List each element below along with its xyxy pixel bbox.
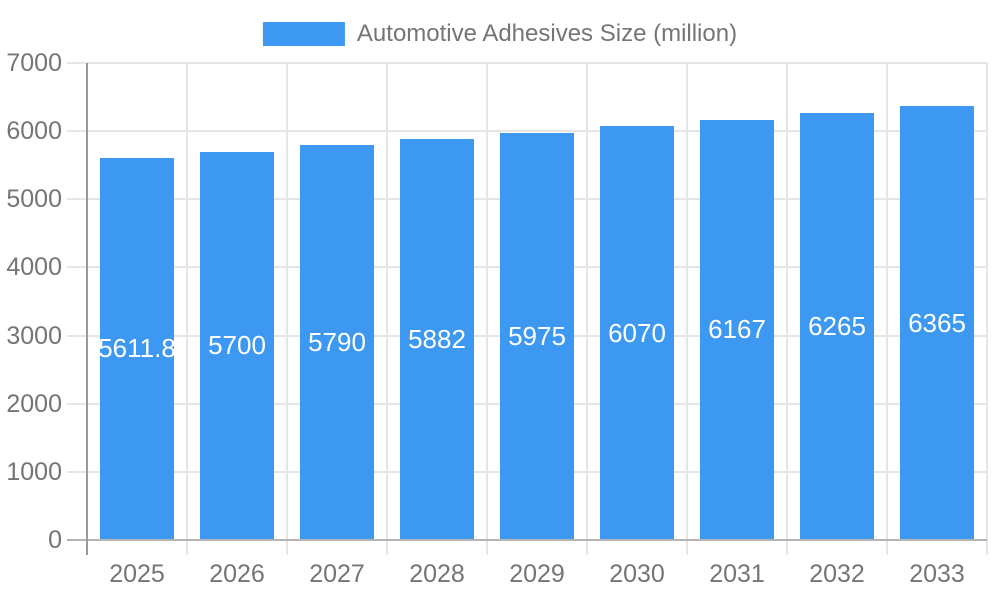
y-axis-tick-label: 6000 [6,117,62,146]
x-axis-tick-label: 2033 [909,560,965,588]
x-axis-tick-label: 2029 [509,560,565,588]
bar[interactable]: 5790 [300,145,374,540]
gridline-horizontal [67,130,987,133]
bar[interactable]: 6070 [600,126,674,540]
y-axis-tick-label: 0 [48,526,62,554]
bar[interactable]: 5882 [400,139,474,540]
gridline-vertical [386,63,388,555]
y-axis-tick-label: 3000 [6,321,62,350]
bar-value-label: 6265 [808,311,866,342]
x-axis: 2025 2026 2027 2028 2029 2030 2031 2032 2033 [87,558,987,598]
bar[interactable]: 6265 [800,113,874,540]
bar[interactable]: 6365 [900,106,974,540]
legend: Automotive Adhesives Size (million) [262,20,738,48]
bar-value-label: 6365 [908,307,966,338]
y-axis-tick-label: 5000 [6,185,62,214]
y-axis-tick-label: 4000 [6,253,62,282]
bar-value-label: 6070 [608,317,666,348]
gridline-vertical [886,63,888,555]
bar-value-label: 5790 [308,327,366,358]
gridline-vertical [186,63,188,555]
bar-value-label: 6167 [708,314,766,345]
bar[interactable]: 5975 [500,132,574,540]
legend-swatch [262,22,345,46]
gridline-vertical [786,63,788,555]
plot-area: 5611.8 5700 5790 5882 5975 6070 6167 6265 6365 [67,62,988,555]
bar-value-label: 5700 [208,330,266,361]
gridline-vertical [686,63,688,555]
bar-value-label: 5611.8 [98,333,176,364]
x-axis-tick-label: 2028 [409,560,465,588]
y-axis-tick-label: 1000 [6,457,62,486]
x-axis-tick-label: 2032 [809,560,865,588]
y-axis-tick-label: 7000 [6,49,62,77]
gridline-vertical [986,63,988,555]
bar-value-label: 5975 [508,320,566,351]
bar-value-label: 5882 [408,324,466,355]
gridline-vertical [486,63,488,555]
y-axis: 0 1000 2000 3000 4000 5000 6000 7000 [0,0,62,600]
x-axis-baseline [67,539,987,541]
legend-label: Automotive Adhesives Size (million) [356,20,738,47]
gridline-horizontal [67,62,987,64]
bar[interactable]: 5611.8 [98,157,176,540]
x-axis-tick-label: 2025 [109,560,165,588]
x-axis-tick-label: 2027 [309,560,365,588]
gridline-vertical [286,63,288,555]
y-axis-line [86,63,88,555]
bar[interactable]: 5700 [200,151,274,540]
x-axis-tick-label: 2026 [209,560,265,588]
x-axis-tick-label: 2031 [709,560,765,588]
y-axis-tick-label: 2000 [6,389,62,418]
bar[interactable]: 6167 [700,119,774,540]
x-axis-tick-label: 2030 [609,560,665,588]
gridline-vertical [586,63,588,555]
